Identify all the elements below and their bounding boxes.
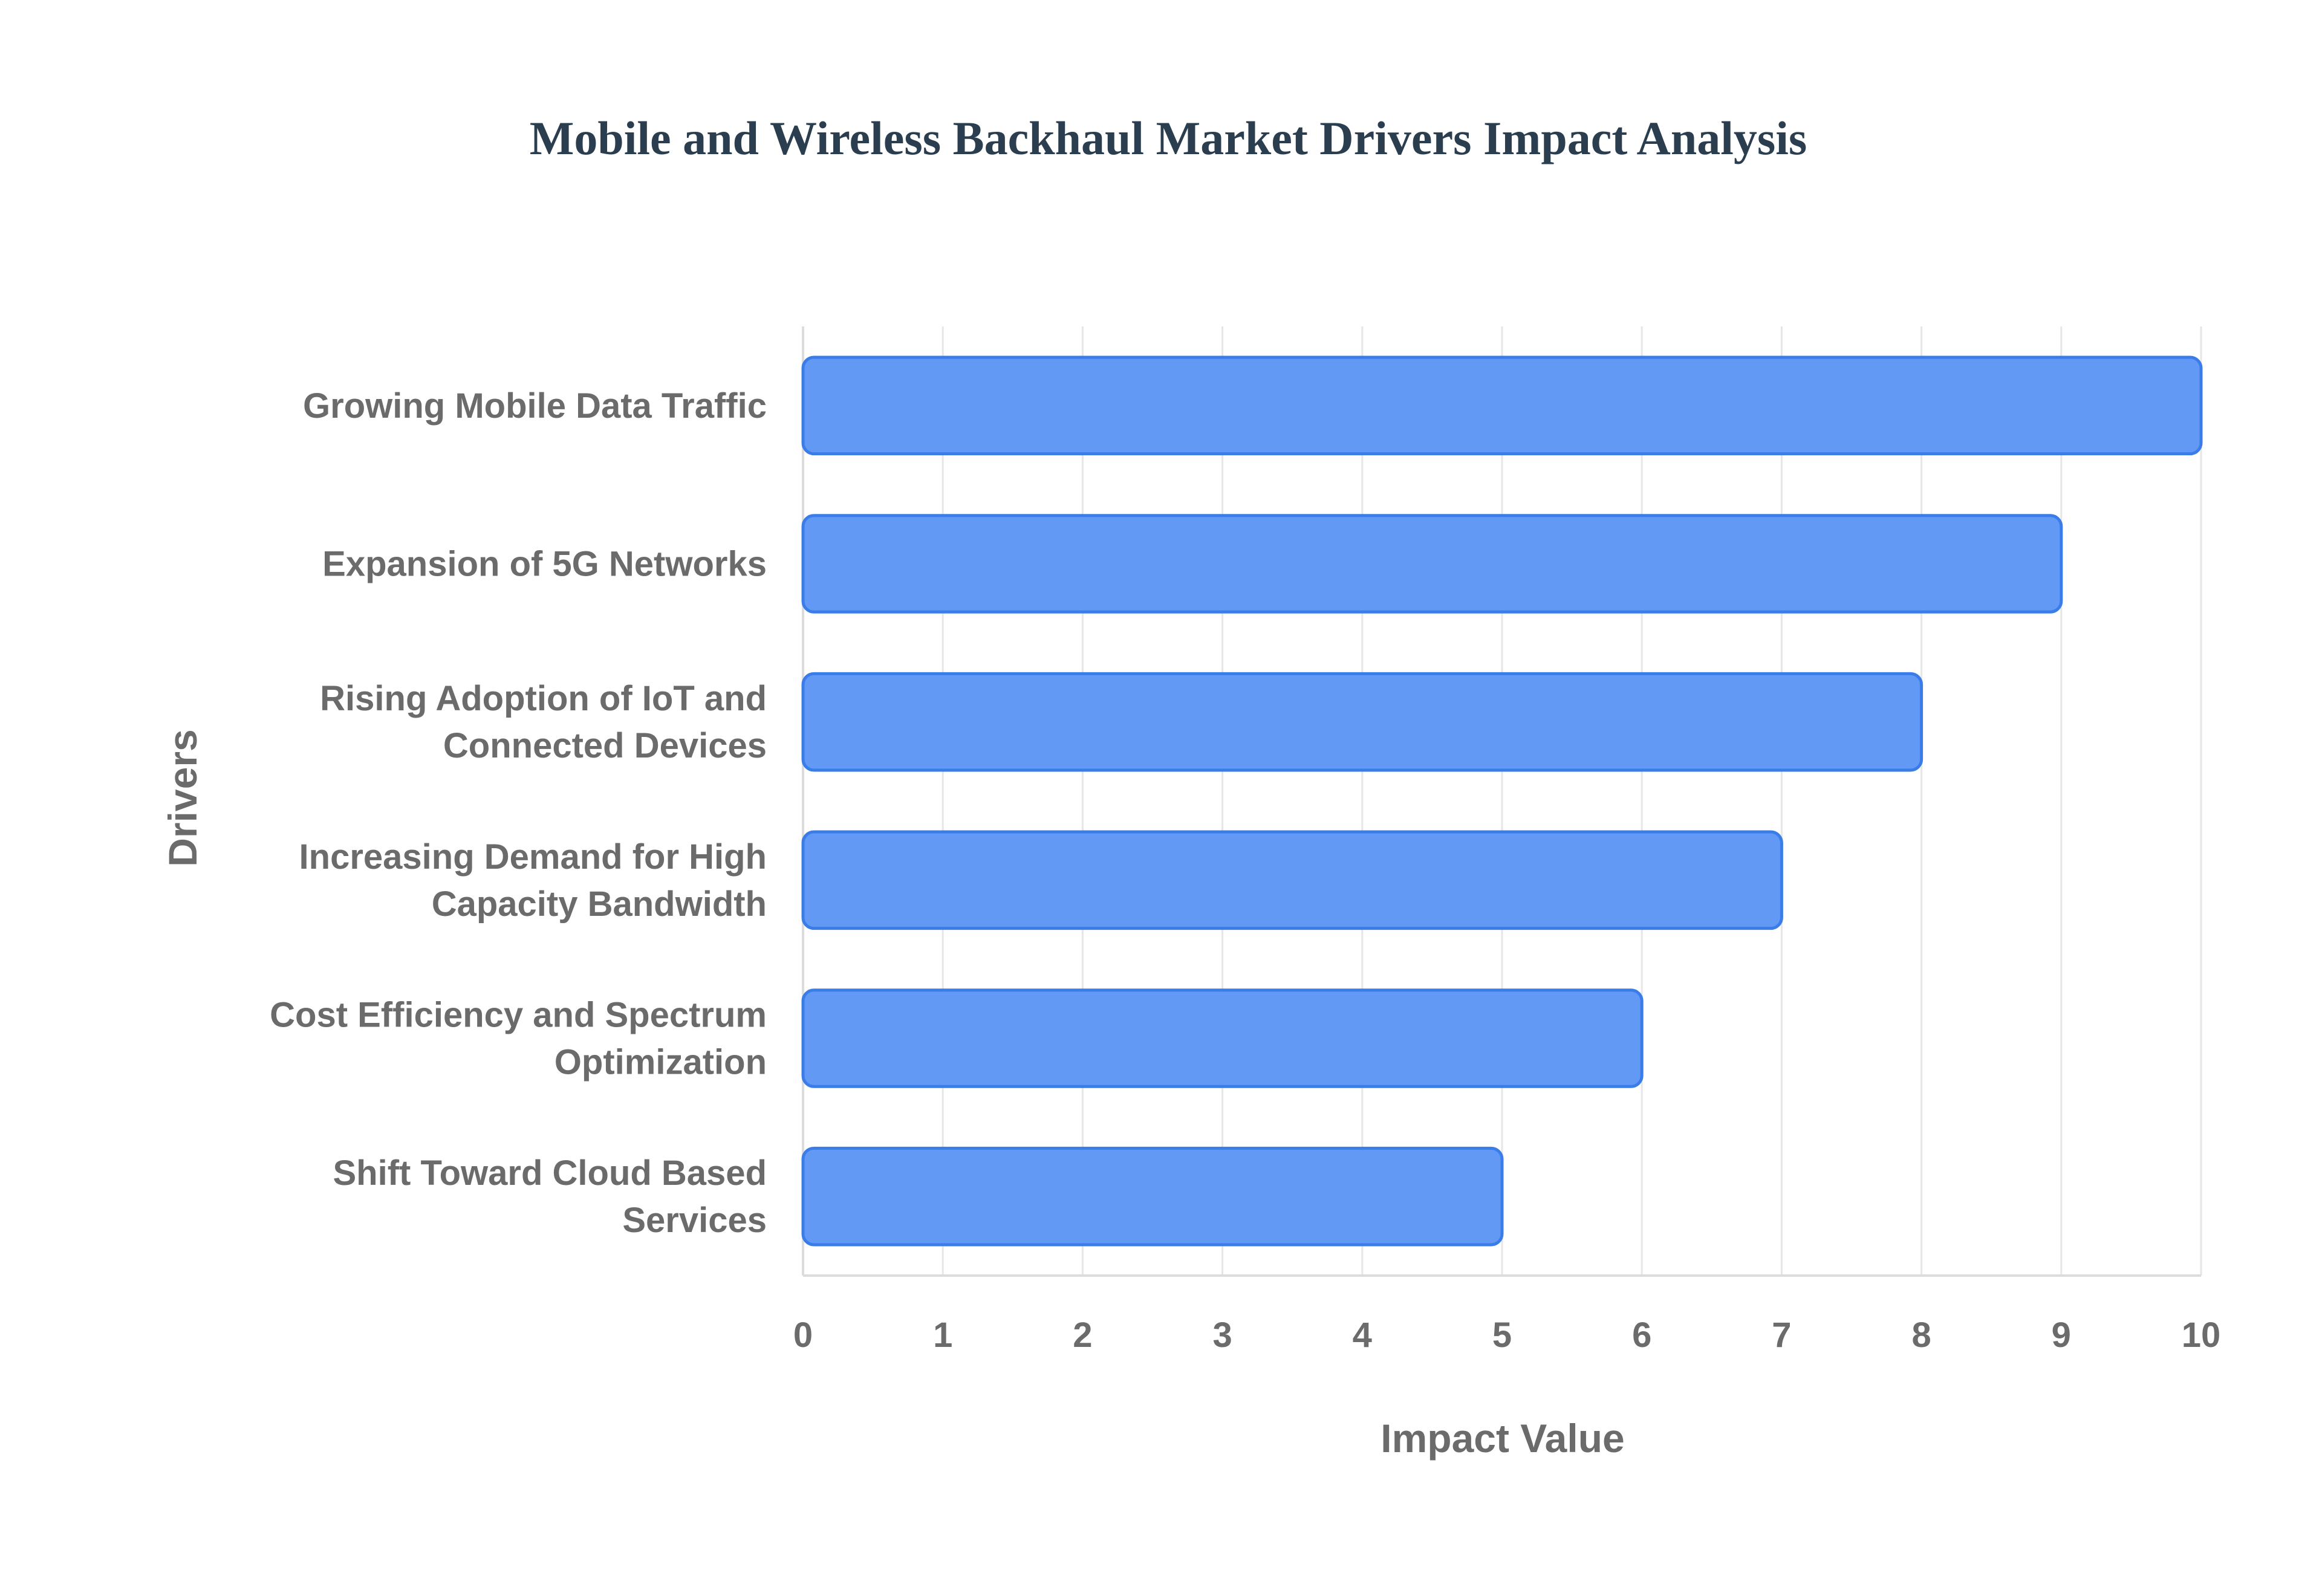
category-label-line: Rising Adoption of IoT and [320,679,767,718]
category-label: Growing Mobile Data Traffic [303,386,767,426]
y-axis-title: Drivers [160,729,205,867]
category-label: Expansion of 5G Networks [322,545,767,584]
x-tick-label: 9 [2052,1315,2071,1355]
category-label-line: Capacity Bandwidth [432,884,767,924]
category-label-line: Cost Efficiency and Spectrum [270,996,767,1035]
category-label-line: Expansion of 5G Networks [322,545,767,584]
bar [801,514,2063,614]
category-label-line: Optimization [554,1043,767,1082]
bars [801,355,2203,1247]
category-label-line: Growing Mobile Data Traffic [303,386,767,426]
x-tick-label: 5 [1492,1315,1512,1355]
x-tick-label: 3 [1212,1315,1232,1355]
category-label: Cost Efficiency and Spectrum Optimization [270,996,767,1082]
category-label-line: Increasing Demand for High [299,837,767,877]
x-tick-label: 4 [1353,1315,1372,1355]
x-tick-label: 2 [1073,1315,1092,1355]
bar [801,830,1783,930]
bar [801,988,1644,1088]
chart-title: Mobile and Wireless Backhaul Market Driv… [530,112,1807,164]
x-tick-label: 1 [933,1315,952,1355]
category-label: Shift Toward Cloud Based Services [333,1153,767,1240]
bar [801,672,1924,772]
category-label-line: Services [622,1201,767,1240]
category-label-line: Connected Devices [443,726,767,765]
category-labels: Growing Mobile Data Traffic Expansion of … [270,386,767,1240]
x-tick-label: 10 [2182,1315,2221,1355]
x-axis-title: Impact Value [1381,1416,1625,1461]
x-tick-label: 6 [1632,1315,1651,1355]
category-label: Increasing Demand for High Capacity Bandw… [299,837,767,924]
bar [801,1146,1504,1247]
bar [801,355,2203,456]
x-tick-label: 7 [1772,1315,1791,1355]
x-tick-labels: 0 1 2 3 4 5 6 7 8 9 10 [793,1315,2220,1355]
gridlines [802,326,2202,1277]
x-tick-label: 0 [793,1315,813,1355]
x-tick-label: 8 [1911,1315,1931,1355]
category-label-line: Shift Toward Cloud Based [333,1153,767,1193]
category-label: Rising Adoption of IoT and Connected Devi… [320,679,767,765]
